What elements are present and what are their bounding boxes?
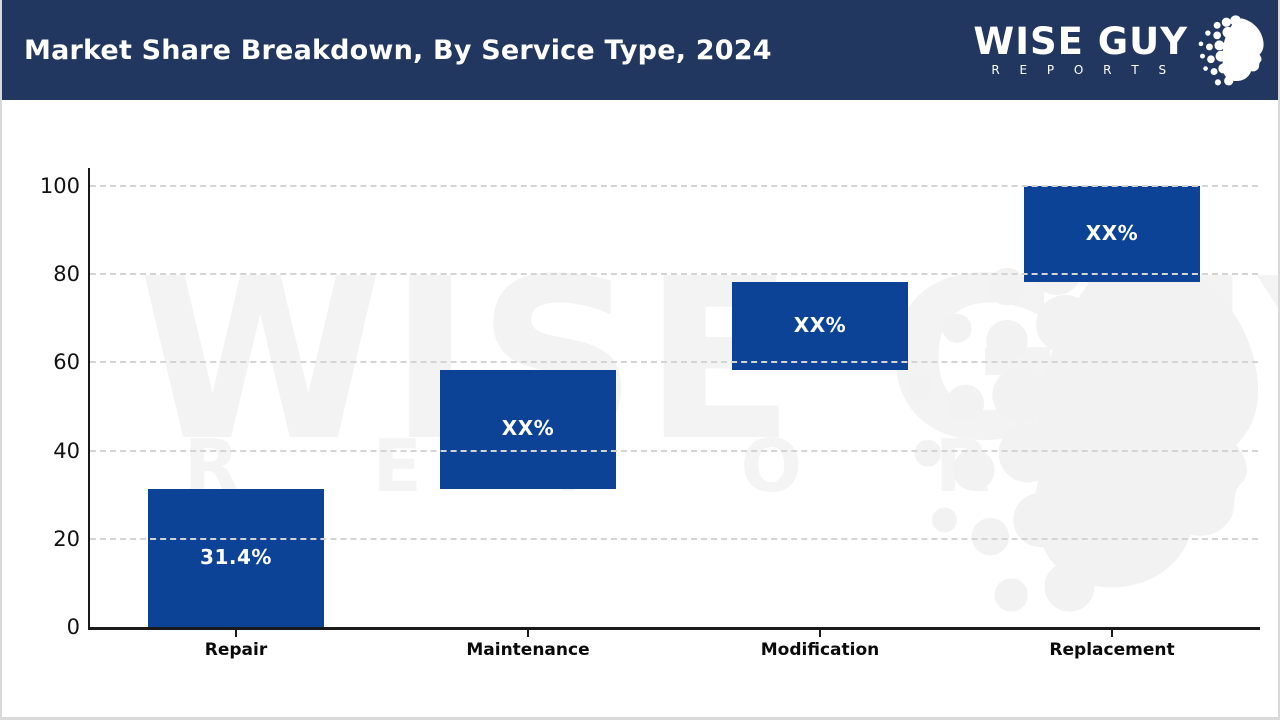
x-tick-mark xyxy=(819,630,821,637)
page-title: Market Share Breakdown, By Service Type,… xyxy=(24,34,772,66)
x-tick-mark xyxy=(235,630,237,637)
x-category-label: Repair xyxy=(204,640,268,660)
x-category-label: Maintenance xyxy=(466,640,590,660)
logo-face-icon xyxy=(1198,15,1264,86)
gridline xyxy=(90,185,1258,187)
gridline xyxy=(90,537,1258,540)
x-tick-mark xyxy=(1111,630,1113,637)
bar-value-label: XX% xyxy=(501,416,555,441)
y-tick-label: 40 xyxy=(53,438,80,463)
logo: WISE GUY R E P O R T S xyxy=(973,0,1268,100)
gridline xyxy=(90,361,1258,364)
logo-subtitle: R E P O R T S xyxy=(991,63,1175,77)
x-axis-line xyxy=(88,627,1260,630)
bar-value-label: XX% xyxy=(793,313,847,338)
y-axis-line xyxy=(88,168,90,630)
x-tick-mark xyxy=(527,630,529,637)
y-tick-label: 80 xyxy=(53,262,80,287)
y-tick-label: 60 xyxy=(53,350,80,375)
header-bar: Market Share Breakdown, By Service Type,… xyxy=(2,0,1278,100)
gridline xyxy=(90,273,1258,276)
y-tick-label: 100 xyxy=(39,174,80,198)
logo-wordmark: WISE GUY xyxy=(973,20,1188,63)
bar-maintenance xyxy=(440,370,616,489)
gridline xyxy=(90,449,1258,452)
bar-value-label: XX% xyxy=(1085,220,1139,245)
x-category-label: Replacement xyxy=(1049,640,1175,660)
bar-modification xyxy=(732,281,908,371)
bar-repair xyxy=(148,488,324,627)
y-tick-label: 20 xyxy=(53,526,80,551)
x-category-label: Modification xyxy=(760,640,880,660)
bar-value-label: 31.4% xyxy=(200,544,272,569)
y-tick-label: 0 xyxy=(66,615,80,639)
logo-text: WISE GUY R E P O R T S xyxy=(973,23,1188,77)
